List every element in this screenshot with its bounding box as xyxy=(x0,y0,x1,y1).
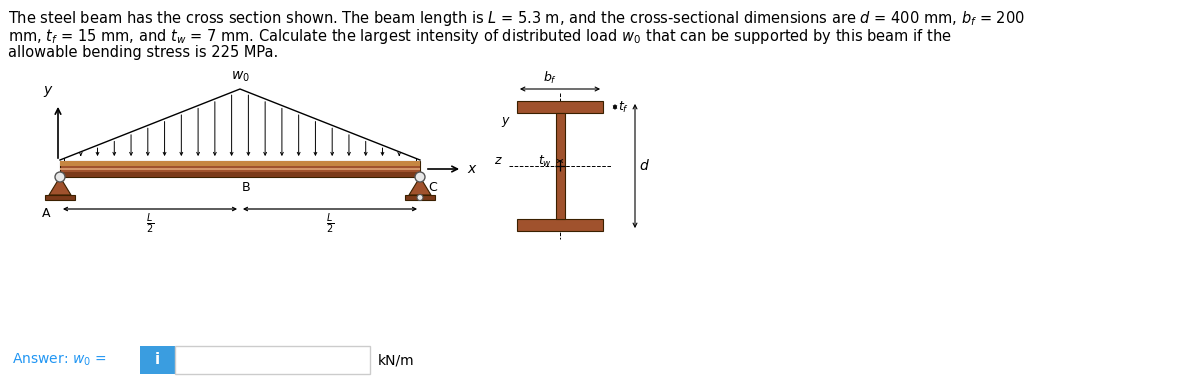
Text: $\frac{L}{2}$: $\frac{L}{2}$ xyxy=(326,212,334,236)
Bar xyxy=(175,346,370,374)
Text: C: C xyxy=(428,181,437,194)
Text: $y$: $y$ xyxy=(501,115,511,129)
Polygon shape xyxy=(409,177,431,195)
Text: $\frac{L}{2}$: $\frac{L}{2}$ xyxy=(146,212,154,236)
Text: i: i xyxy=(155,353,160,367)
Circle shape xyxy=(55,172,65,182)
Bar xyxy=(60,168,419,170)
Bar xyxy=(60,161,419,177)
Bar xyxy=(517,101,603,113)
Text: B: B xyxy=(242,181,250,194)
Bar xyxy=(45,195,75,200)
Text: $t_w$: $t_w$ xyxy=(538,154,552,169)
Text: mm, $t_f$ = 15 mm, and $t_w$ = 7 mm. Calculate the largest intensity of distribu: mm, $t_f$ = 15 mm, and $t_w$ = 7 mm. Cal… xyxy=(8,27,952,46)
Bar xyxy=(556,113,565,219)
Text: $y$: $y$ xyxy=(44,84,55,99)
Text: $b_f$: $b_f$ xyxy=(543,70,557,86)
Polygon shape xyxy=(49,177,71,195)
Text: A: A xyxy=(41,207,50,220)
Bar xyxy=(60,172,419,177)
Text: kN/m: kN/m xyxy=(378,353,415,367)
Text: $x$: $x$ xyxy=(467,162,478,176)
Circle shape xyxy=(415,172,425,182)
Bar xyxy=(517,219,603,231)
Text: $w_0$: $w_0$ xyxy=(231,70,249,84)
Text: $z$: $z$ xyxy=(494,154,502,167)
Circle shape xyxy=(417,195,423,200)
Bar xyxy=(60,161,419,166)
Text: $t_f$: $t_f$ xyxy=(619,99,629,114)
Bar xyxy=(140,346,175,374)
Text: $d$: $d$ xyxy=(639,159,649,174)
Bar xyxy=(405,195,435,200)
Text: The steel beam has the cross section shown. The beam length is $L$ = 5.3 m, and : The steel beam has the cross section sho… xyxy=(8,9,1025,28)
Text: allowable bending stress is 225 MPa.: allowable bending stress is 225 MPa. xyxy=(8,45,278,60)
Text: Answer: $w_0$ =: Answer: $w_0$ = xyxy=(12,352,107,368)
